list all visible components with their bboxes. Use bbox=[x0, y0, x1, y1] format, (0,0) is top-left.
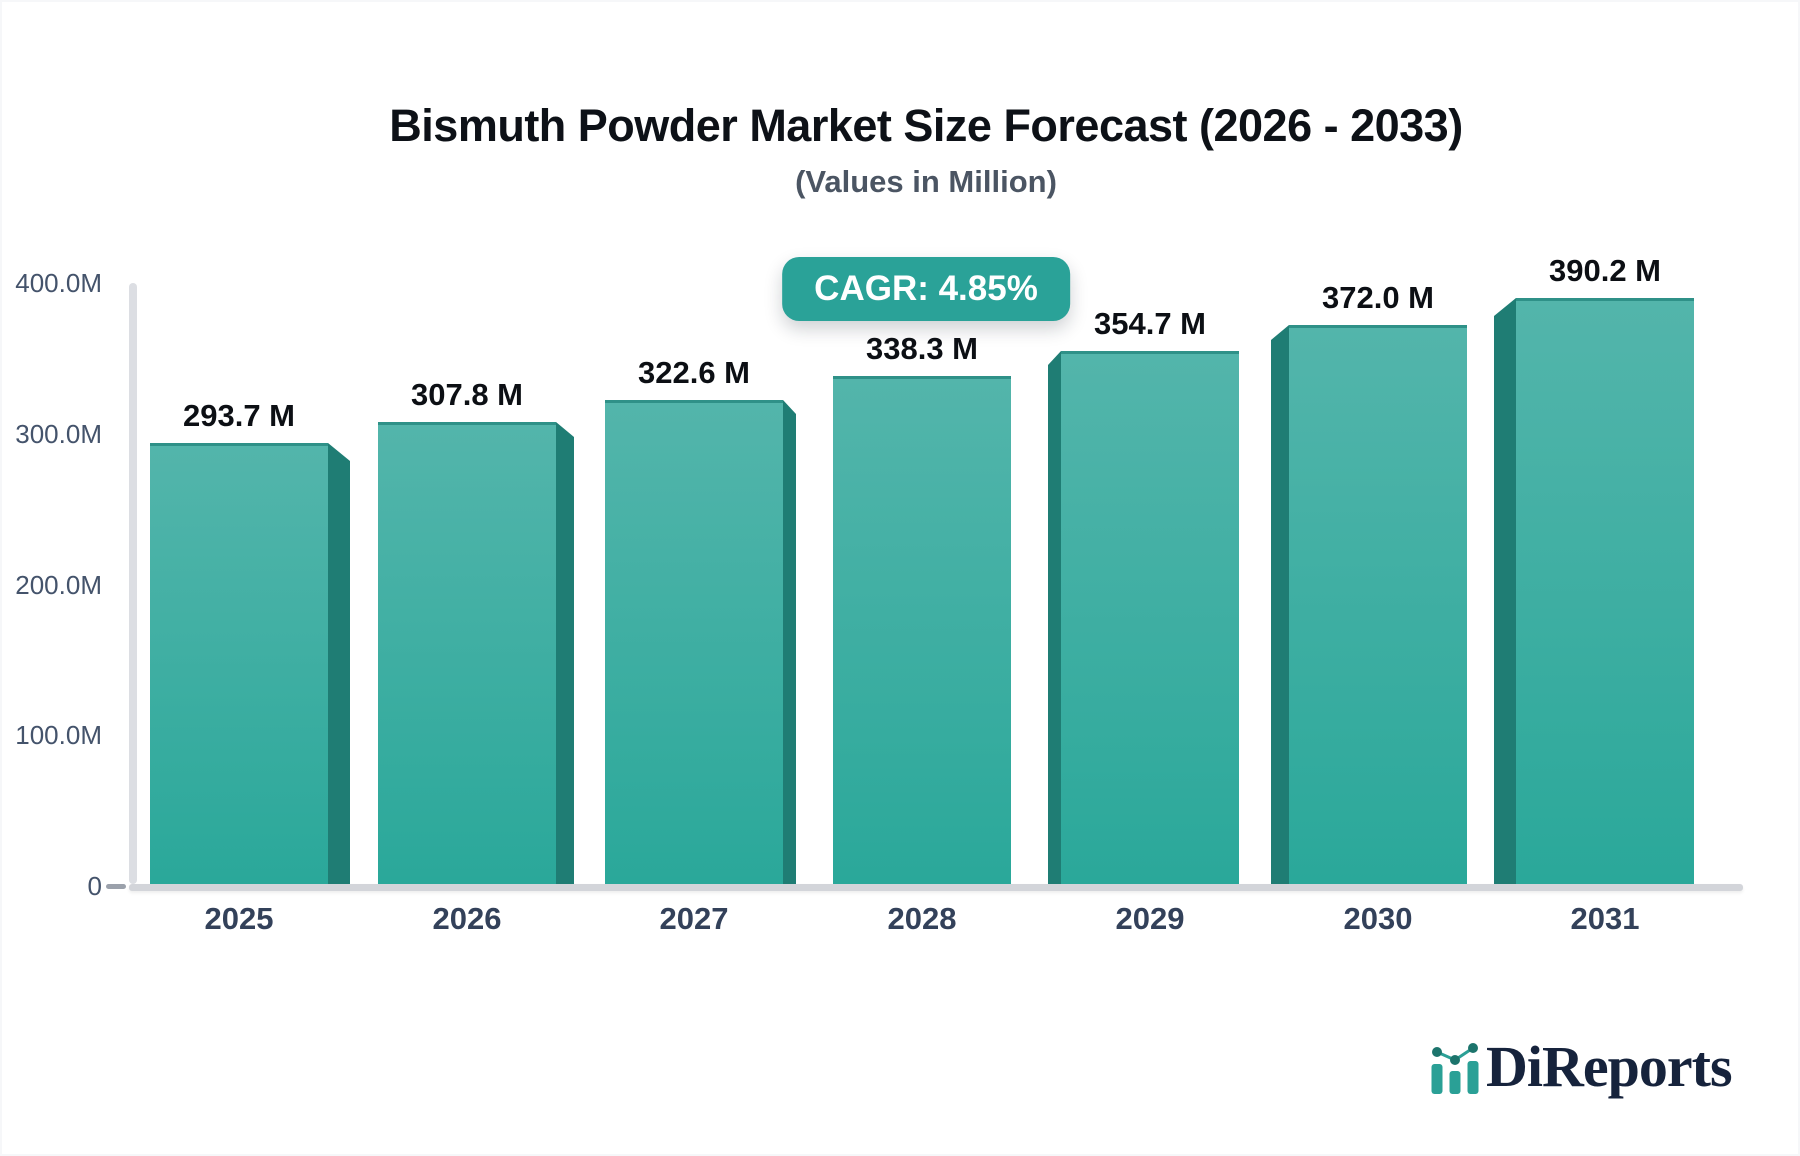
bar-2028 bbox=[833, 376, 1011, 884]
chart-title: Bismuth Powder Market Size Forecast (202… bbox=[389, 100, 1463, 151]
y-tick-label-0: 0 bbox=[87, 871, 102, 901]
x-category-label-2026: 2026 bbox=[432, 901, 502, 936]
brand-logo: DiReports bbox=[1428, 1034, 1733, 1099]
cagr-badge: CAGR: 4.85% bbox=[782, 257, 1070, 321]
bar-2026 bbox=[378, 422, 574, 884]
x-category-label-2031: 2031 bbox=[1570, 901, 1640, 936]
zero-tick-dash bbox=[106, 884, 126, 889]
bar-2027 bbox=[605, 400, 796, 884]
bar-value-label-2030: 372.0 M bbox=[1321, 280, 1434, 315]
x-category-label-2027: 2027 bbox=[659, 901, 729, 936]
bar-front-face bbox=[605, 400, 783, 884]
x-category-label-2029: 2029 bbox=[1115, 901, 1185, 936]
bar-2025 bbox=[150, 443, 350, 884]
bar-value-label-2025: 293.7 M bbox=[182, 398, 295, 433]
bar-front-face bbox=[150, 443, 328, 884]
bar-value-label-2031: 390.2 M bbox=[1548, 253, 1661, 288]
bar-side-face bbox=[1271, 325, 1289, 884]
bar-2030 bbox=[1271, 325, 1467, 884]
bar-front-face bbox=[833, 376, 1011, 884]
bar-2029 bbox=[1048, 351, 1239, 884]
y-axis-line bbox=[129, 283, 137, 884]
y-tick-label-400: 400.0M bbox=[15, 268, 102, 298]
bar-side-face bbox=[783, 400, 796, 884]
y-tick-label-100: 100.0M bbox=[15, 720, 102, 750]
x-category-label-2028: 2028 bbox=[887, 901, 957, 936]
bar-value-label-2026: 307.8 M bbox=[410, 377, 523, 412]
bar-front-face bbox=[378, 422, 556, 884]
bar-value-label-2028: 338.3 M bbox=[865, 331, 978, 366]
bar-2031 bbox=[1494, 298, 1694, 884]
x-axis-line bbox=[129, 884, 1743, 891]
y-tick-label-200: 200.0M bbox=[15, 570, 102, 600]
bar-value-label-2029: 354.7 M bbox=[1093, 306, 1206, 341]
mini-chart-logo-icon bbox=[1428, 1036, 1482, 1099]
bar-side-face bbox=[1048, 351, 1061, 884]
bar-value-label-2027: 322.6 M bbox=[637, 355, 750, 390]
bar-front-face bbox=[1289, 325, 1467, 884]
x-category-label-2030: 2030 bbox=[1343, 901, 1413, 936]
bar-front-face bbox=[1061, 351, 1239, 884]
x-category-label-2025: 2025 bbox=[204, 901, 274, 936]
y-tick-label-300: 300.0M bbox=[15, 419, 102, 449]
bar-side-face bbox=[1494, 298, 1516, 884]
chart-subtitle: (Values in Million) bbox=[795, 164, 1057, 199]
bar-front-face bbox=[1516, 298, 1694, 884]
brand-logo-text: DiReports bbox=[1486, 1034, 1733, 1099]
bar-side-face bbox=[556, 422, 574, 884]
bar-side-face bbox=[328, 443, 350, 884]
